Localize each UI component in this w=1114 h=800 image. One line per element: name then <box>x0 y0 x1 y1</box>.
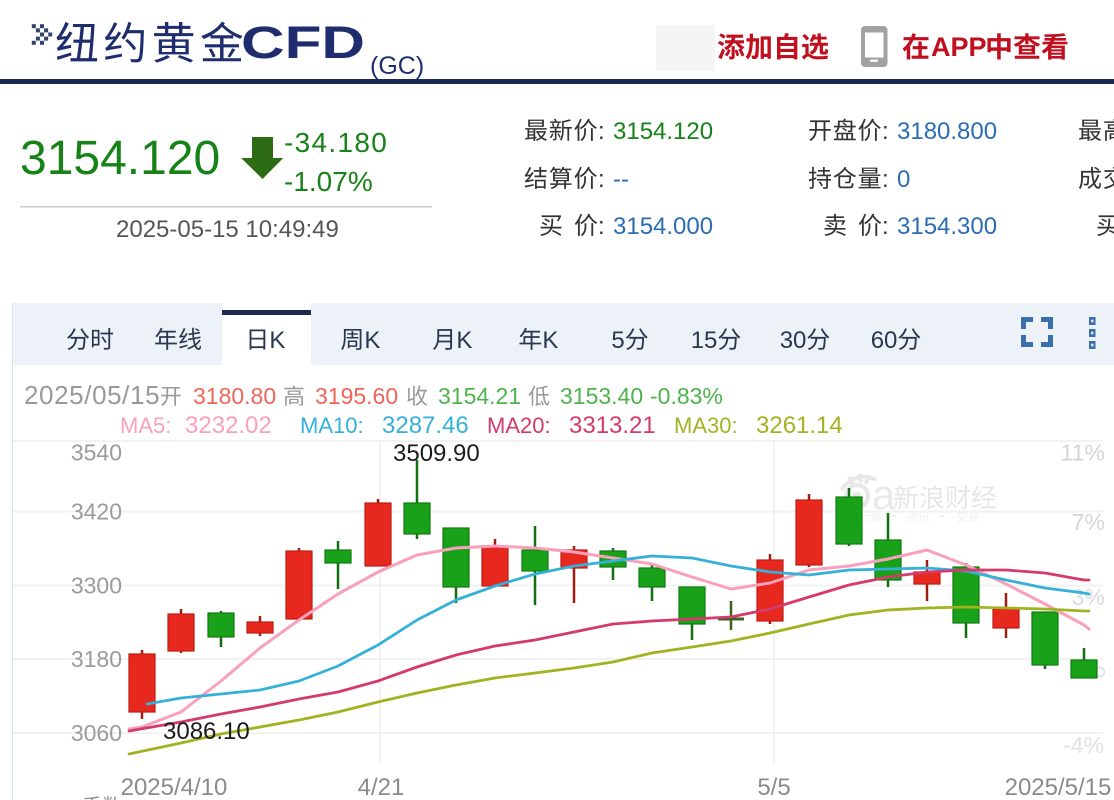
svg-text:a: a <box>872 471 896 518</box>
svg-text::: : <box>882 118 889 145</box>
svg-text::: : <box>598 213 605 240</box>
svg-text:-4%: -4% <box>1063 732 1104 758</box>
svg-text:3153.40: 3153.40 <box>560 383 643 409</box>
svg-text:3%: 3% <box>1072 584 1105 610</box>
svg-text:K: K <box>542 327 558 354</box>
svg-text:2025/5/15: 2025/5/15 <box>1005 774 1112 800</box>
svg-text:-1.07%: -1.07% <box>284 166 373 197</box>
svg-text:3540: 3540 <box>71 440 122 466</box>
svg-text:MA10:: MA10: <box>300 413 364 438</box>
svg-text:0: 0 <box>897 166 910 193</box>
svg-text:2025/4/10: 2025/4/10 <box>121 774 228 800</box>
svg-text:3154.300: 3154.300 <box>897 213 997 240</box>
svg-text:K: K <box>269 327 285 354</box>
svg-text:3232.02: 3232.02 <box>185 412 272 439</box>
svg-text:MA20:: MA20: <box>487 413 551 438</box>
svg-text:3180: 3180 <box>71 646 122 672</box>
svg-text:3300: 3300 <box>71 573 122 599</box>
svg-text:K: K <box>364 327 380 354</box>
svg-text:3154.120: 3154.120 <box>613 118 713 145</box>
svg-text:-0.83%: -0.83% <box>650 383 723 409</box>
svg-text:-34.180: -34.180 <box>284 127 388 158</box>
svg-text:5: 5 <box>611 327 624 354</box>
svg-text:3287.46: 3287.46 <box>382 412 469 439</box>
svg-text:MA30:: MA30: <box>674 413 738 438</box>
svg-text:3195.60: 3195.60 <box>315 383 398 409</box>
svg-text:3154.21: 3154.21 <box>438 383 521 409</box>
svg-text:APP: APP <box>931 32 987 62</box>
svg-text:3313.21: 3313.21 <box>569 412 656 439</box>
svg-text:3154.000: 3154.000 <box>613 213 713 240</box>
svg-text:--: -- <box>613 166 629 193</box>
svg-text:3509.90: 3509.90 <box>393 440 480 467</box>
svg-text:30: 30 <box>780 327 807 354</box>
svg-text:3060: 3060 <box>71 720 122 746</box>
svg-text:11%: 11% <box>1061 440 1105 466</box>
svg-text:2025-05-15 10:49:49: 2025-05-15 10:49:49 <box>116 216 339 243</box>
svg-text:15: 15 <box>691 327 718 354</box>
svg-text:2025/05/15: 2025/05/15 <box>24 380 160 410</box>
svg-text:4/21: 4/21 <box>358 774 405 800</box>
svg-text:7%: 7% <box>1072 509 1105 535</box>
svg-text:5/5: 5/5 <box>757 774 790 800</box>
svg-text:3180.80: 3180.80 <box>193 383 276 409</box>
svg-text:3154.120: 3154.120 <box>20 132 220 185</box>
svg-text:CFD: CFD <box>241 17 365 68</box>
svg-text::: : <box>598 118 605 145</box>
svg-text:60: 60 <box>871 327 898 354</box>
svg-text:(GC): (GC) <box>370 52 424 80</box>
svg-text::: : <box>882 166 889 193</box>
svg-text:3180.800: 3180.800 <box>897 118 997 145</box>
svg-text:K: K <box>456 327 472 354</box>
svg-text:3261.14: 3261.14 <box>756 412 843 439</box>
svg-text::: : <box>598 166 605 193</box>
svg-text:3086.10: 3086.10 <box>163 718 250 745</box>
svg-text::: : <box>882 213 889 240</box>
svg-text:3420: 3420 <box>71 499 122 525</box>
svg-text:MA5:: MA5: <box>120 413 171 438</box>
